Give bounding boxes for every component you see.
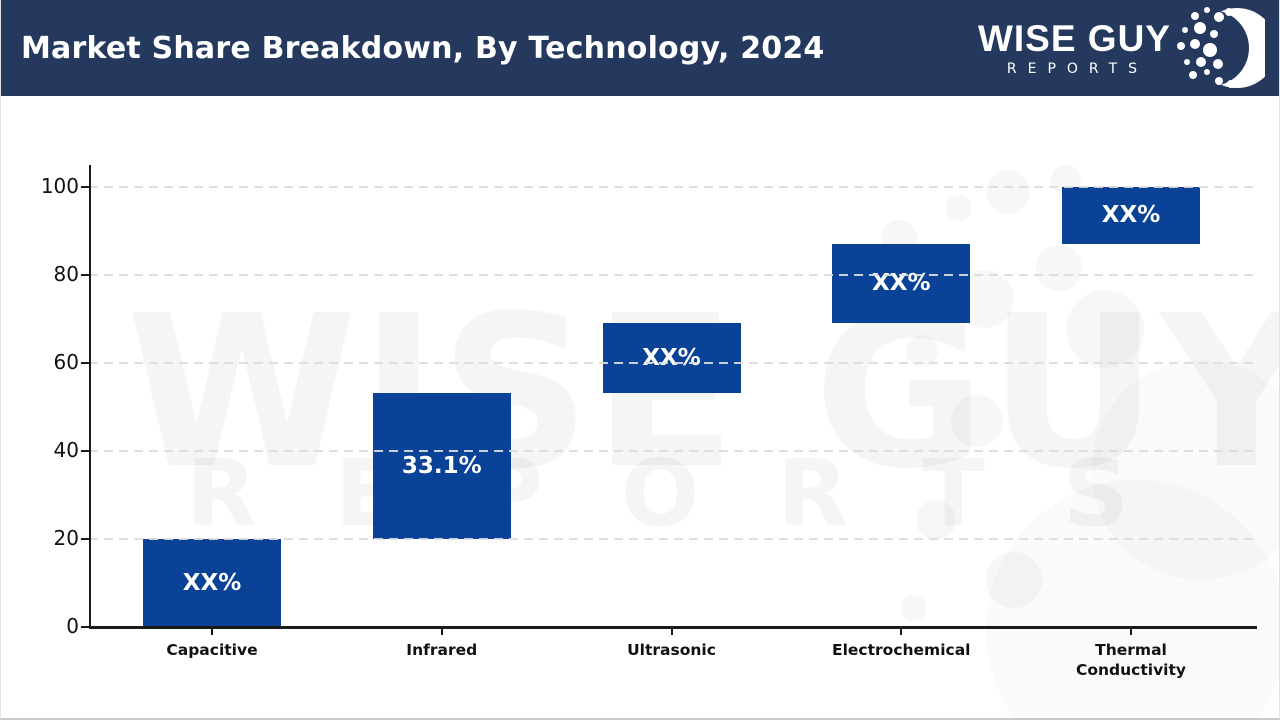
bar-value-label: XX%: [642, 344, 701, 371]
x-axis-line: [89, 626, 1257, 629]
x-tick-0: [211, 627, 213, 635]
watermark-subtitle: REPORTS: [186, 440, 1208, 547]
y-tick-40: [81, 449, 90, 452]
y-tick-label-20: 20: [53, 525, 79, 550]
x-tick-3: [900, 627, 903, 635]
brand-wordmark: WISE GUY REPORTS: [978, 20, 1171, 76]
gridline-y80: [89, 273, 1257, 276]
brand-name-text: WISE GUY: [977, 18, 1171, 59]
bar-thermal-conductivity: XX%: [1062, 186, 1200, 244]
gridline-y60: [89, 361, 1257, 364]
y-tick-label-100: 100: [40, 173, 79, 198]
bar-electrochemical: XX%: [832, 243, 971, 323]
y-tick-label-40: 40: [53, 437, 79, 462]
brand-subtitle-text: REPORTS: [1006, 61, 1149, 77]
brand-face-icon: [1173, 7, 1265, 88]
page-title: Market Share Breakdown, By Technology, 2…: [21, 30, 825, 66]
gridline-y20: [89, 537, 1257, 540]
x-tick-2: [670, 627, 673, 635]
gridline-y40: [89, 449, 1257, 452]
bar-ultrasonic: XX%: [602, 322, 741, 394]
x-category-label: Capacitive: [166, 641, 258, 659]
header-bar: Market Share Breakdown, By Technology, 2…: [1, 0, 1279, 96]
gridline-y100: [89, 185, 1257, 188]
y-axis-line: [89, 165, 91, 629]
x-category-label: Electrochemical: [832, 641, 971, 659]
bar-infrared: 33.1%: [372, 393, 511, 539]
bar-capacitive: XX%: [143, 538, 281, 627]
y-tick-20: [81, 537, 90, 540]
x-category-label: Infrared: [406, 641, 478, 659]
brand-logo: WISE GUY REPORTS: [978, 4, 1265, 92]
y-tick-label-80: 80: [53, 261, 79, 286]
x-category-label: Ultrasonic: [627, 641, 716, 659]
x-category-label: Thermal Conductivity: [1075, 641, 1187, 679]
y-tick-label-60: 60: [53, 349, 79, 374]
bar-value-label: 33.1%: [401, 453, 482, 480]
y-tick-label-0: 0: [66, 614, 79, 638]
bar-value-label: XX%: [182, 569, 242, 596]
bar-value-label: XX%: [1101, 202, 1161, 229]
x-tick-4: [1130, 627, 1132, 635]
x-tick-1: [440, 627, 443, 635]
y-tick-0: [81, 626, 90, 628]
y-tick-100: [81, 185, 90, 188]
y-tick-60: [81, 361, 90, 364]
y-tick-80: [81, 273, 90, 276]
